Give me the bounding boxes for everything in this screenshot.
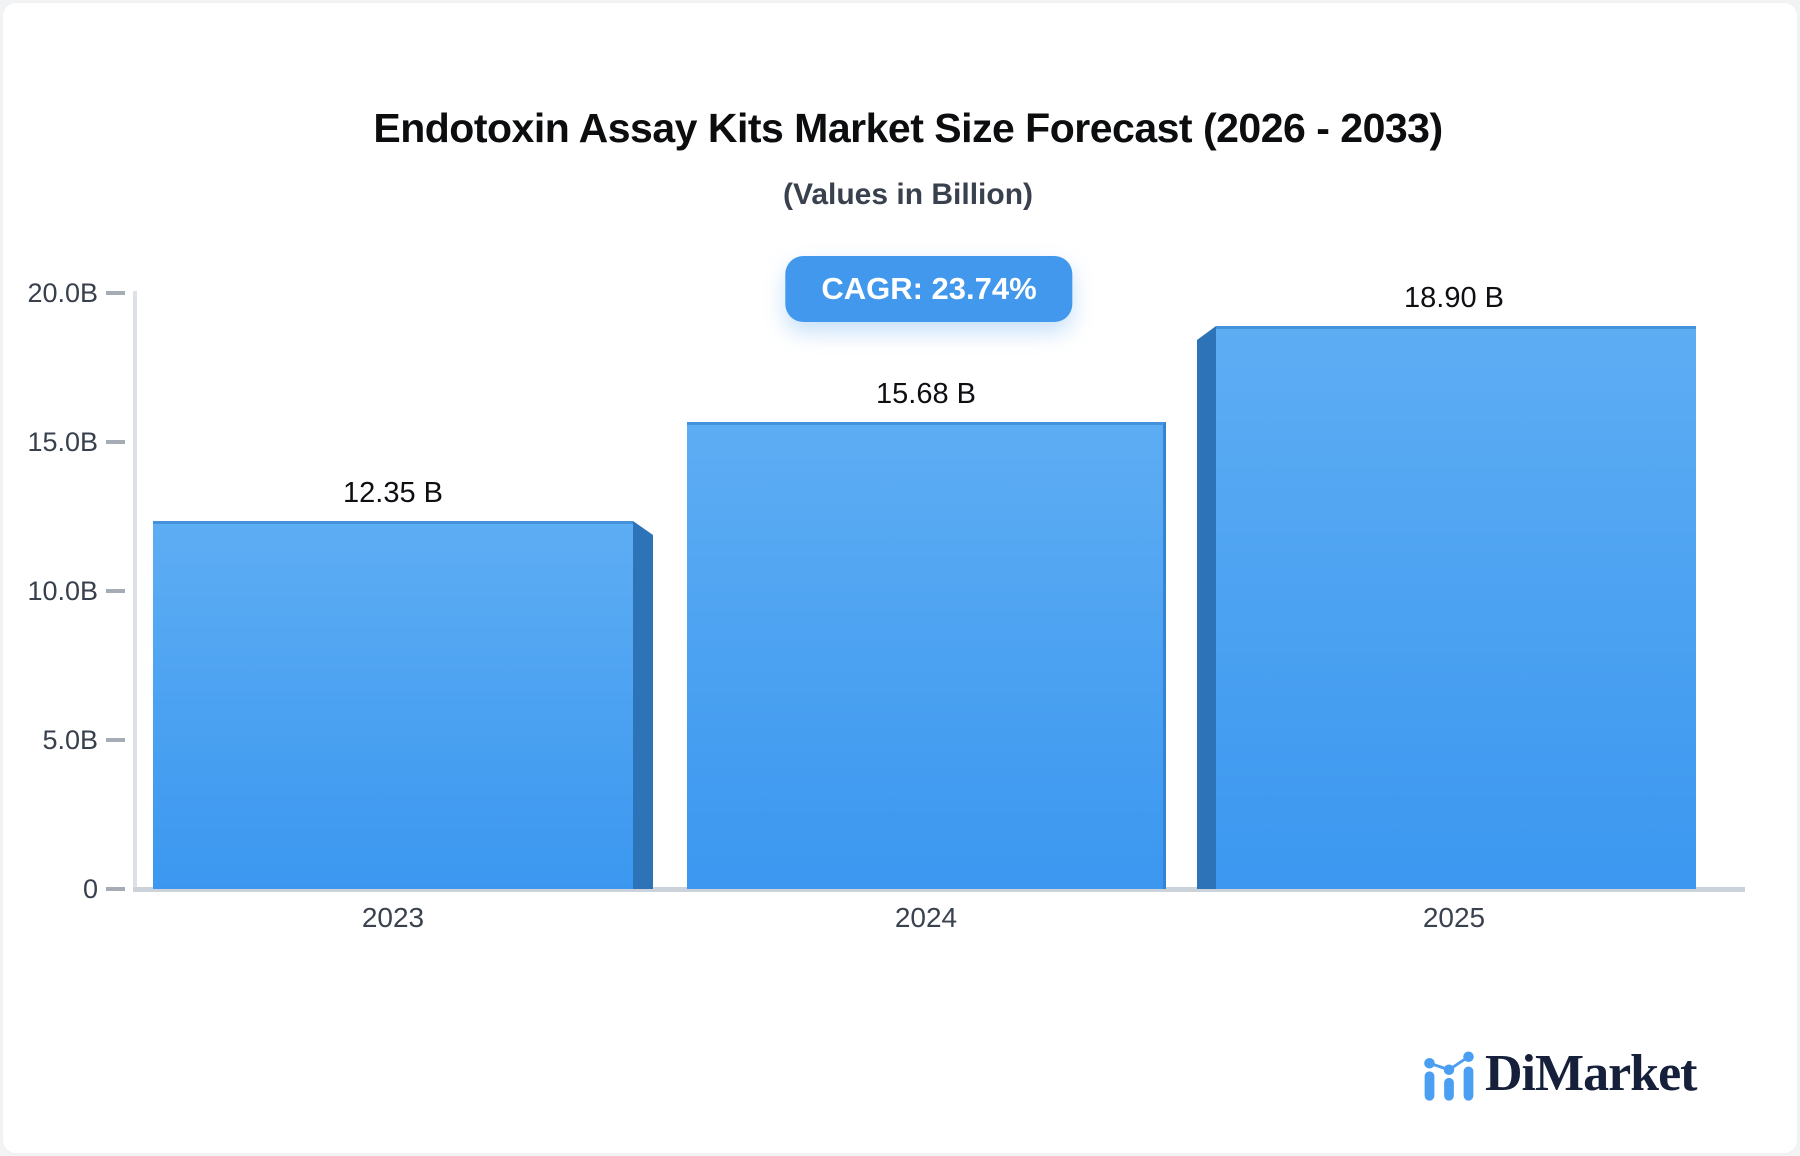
y-axis-line: [133, 291, 137, 889]
x-axis-label-2024: 2024: [894, 902, 958, 933]
y-tick-mark: [106, 589, 125, 593]
cagr-badge-label: CAGR: 23.74%: [821, 271, 1037, 306]
bar-2024[interactable]: [687, 422, 1166, 889]
bar-3d-side: [633, 521, 653, 889]
bar-2025[interactable]: [1216, 326, 1696, 889]
x-axis-label-2025: 2025: [1422, 902, 1486, 933]
y-tick-mark: [106, 738, 125, 742]
chart-title: Endotoxin Assay Kits Market Size Forecas…: [373, 105, 1443, 151]
y-tick-label: 5.0B: [42, 725, 98, 755]
bar-value-label: 15.68 B: [876, 378, 976, 410]
x-axis-baseline: [133, 887, 1745, 892]
plot-area: 0 5.0B 10.0B 15.0B 20.0B 12.35 B 15.68 B 18.90…: [3, 3, 1797, 1153]
dimarket-logo-text: DiMarket: [1485, 1045, 1697, 1102]
bar-2023[interactable]: [153, 521, 633, 889]
chart-subtitle: (Values in Billion): [782, 178, 1034, 211]
y-tick-label: 0: [82, 874, 98, 904]
x-axis-label-2023: 2023: [361, 902, 425, 933]
y-tick-label: 20.0B: [27, 278, 98, 308]
y-tick-mark: [106, 440, 125, 444]
bar-line-chart-icon: [1424, 1051, 1474, 1101]
y-tick-mark: [106, 887, 125, 891]
y-tick-label: 15.0B: [27, 427, 98, 457]
y-tick-label: 10.0B: [27, 576, 98, 606]
dimarket-logo: DiMarket: [1423, 1041, 1697, 1102]
cagr-badge: CAGR: 23.74%: [785, 256, 1073, 322]
bar-value-label: 12.35 B: [343, 477, 443, 509]
bar-3d-side: [1197, 326, 1216, 889]
bar-value-label: 18.90 B: [1404, 282, 1504, 314]
y-tick-mark: [106, 291, 125, 295]
